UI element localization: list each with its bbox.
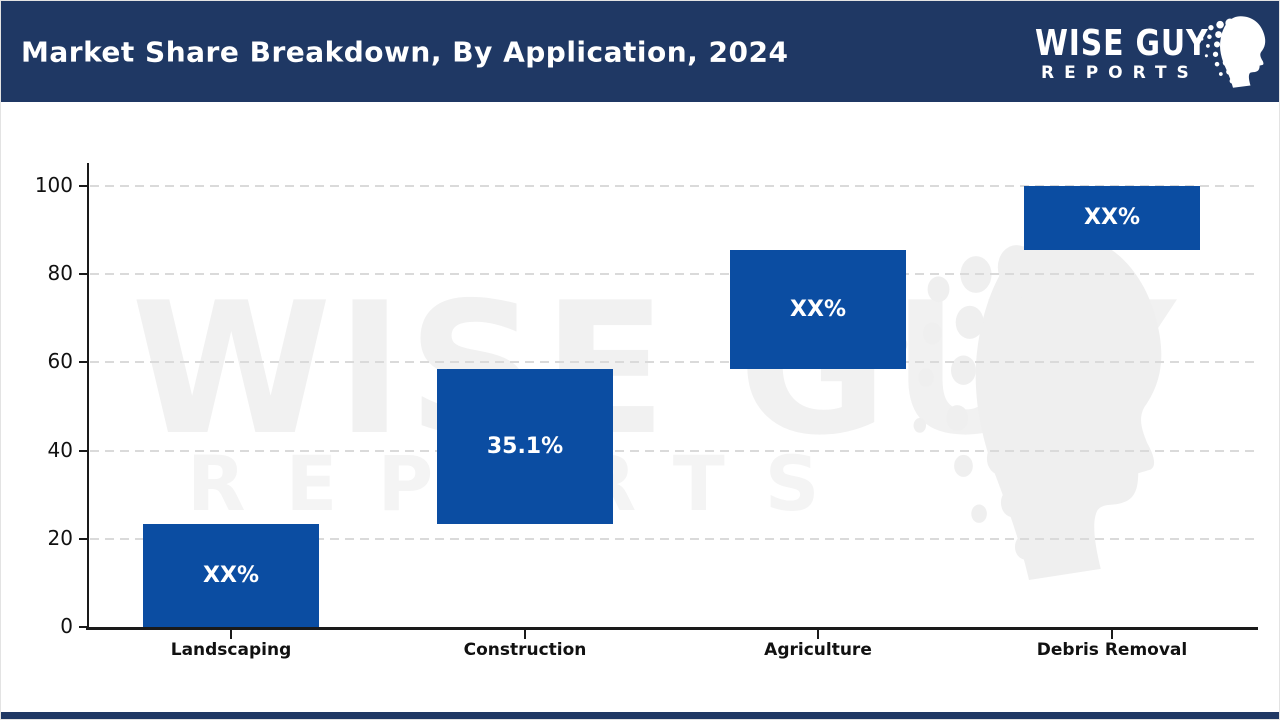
y-tick-0 bbox=[79, 626, 88, 628]
x-axis-line bbox=[86, 627, 1258, 630]
y-tick-label-0: 0 bbox=[60, 614, 73, 638]
x-category-label-debris-removal: Debris Removal bbox=[1036, 640, 1188, 660]
x-tick-3 bbox=[817, 630, 819, 639]
bar-value-label: XX% bbox=[1084, 205, 1140, 231]
y-tick-100 bbox=[79, 185, 88, 187]
logo-head-icon bbox=[1200, 16, 1266, 88]
bar-value-label: XX% bbox=[790, 297, 846, 323]
y-axis-line bbox=[87, 163, 89, 629]
gridline-40 bbox=[90, 449, 1256, 452]
footer-banner bbox=[1, 712, 1279, 719]
chart-title: Market Share Breakdown, By Application, … bbox=[21, 35, 789, 68]
bar-construction[interactable]: 35.1% bbox=[437, 369, 613, 525]
bar-landscaping[interactable]: XX% bbox=[143, 524, 319, 627]
bar-value-label: 35.1% bbox=[486, 434, 564, 460]
x-category-label-construction: Construction bbox=[463, 640, 587, 660]
x-tick-1 bbox=[230, 630, 232, 639]
gridline-20 bbox=[90, 537, 1256, 540]
y-tick-60 bbox=[79, 361, 88, 364]
gridline-80 bbox=[90, 273, 1256, 276]
y-tick-40 bbox=[79, 449, 88, 452]
x-category-label-landscaping: Landscaping bbox=[170, 640, 292, 660]
bar-value-label: XX% bbox=[203, 563, 259, 589]
x-category-label-agriculture: Agriculture bbox=[764, 640, 872, 660]
x-tick-2 bbox=[524, 630, 526, 639]
bar-debris-removal[interactable]: XX% bbox=[1024, 186, 1200, 250]
logo-wordmark: WISE GUY bbox=[1035, 23, 1209, 64]
bar-agriculture[interactable]: XX% bbox=[730, 249, 906, 370]
y-tick-label-40: 40 bbox=[47, 437, 73, 462]
logo-subtitle: REPORTS bbox=[1041, 63, 1199, 83]
gridline-100 bbox=[90, 185, 1256, 187]
header-banner: Market Share Breakdown, By Application, … bbox=[1, 1, 1279, 102]
y-tick-label-100: 100 bbox=[34, 173, 73, 197]
wise-guy-reports-logo: WISE GUY REPORTS bbox=[1023, 1, 1273, 102]
x-tick-4 bbox=[1111, 630, 1113, 639]
y-tick-label-80: 80 bbox=[47, 261, 73, 286]
gridline-60 bbox=[90, 361, 1256, 364]
y-tick-80 bbox=[79, 273, 88, 276]
y-tick-20 bbox=[79, 537, 88, 540]
y-tick-label-20: 20 bbox=[47, 525, 73, 550]
y-tick-label-60: 60 bbox=[47, 349, 73, 374]
